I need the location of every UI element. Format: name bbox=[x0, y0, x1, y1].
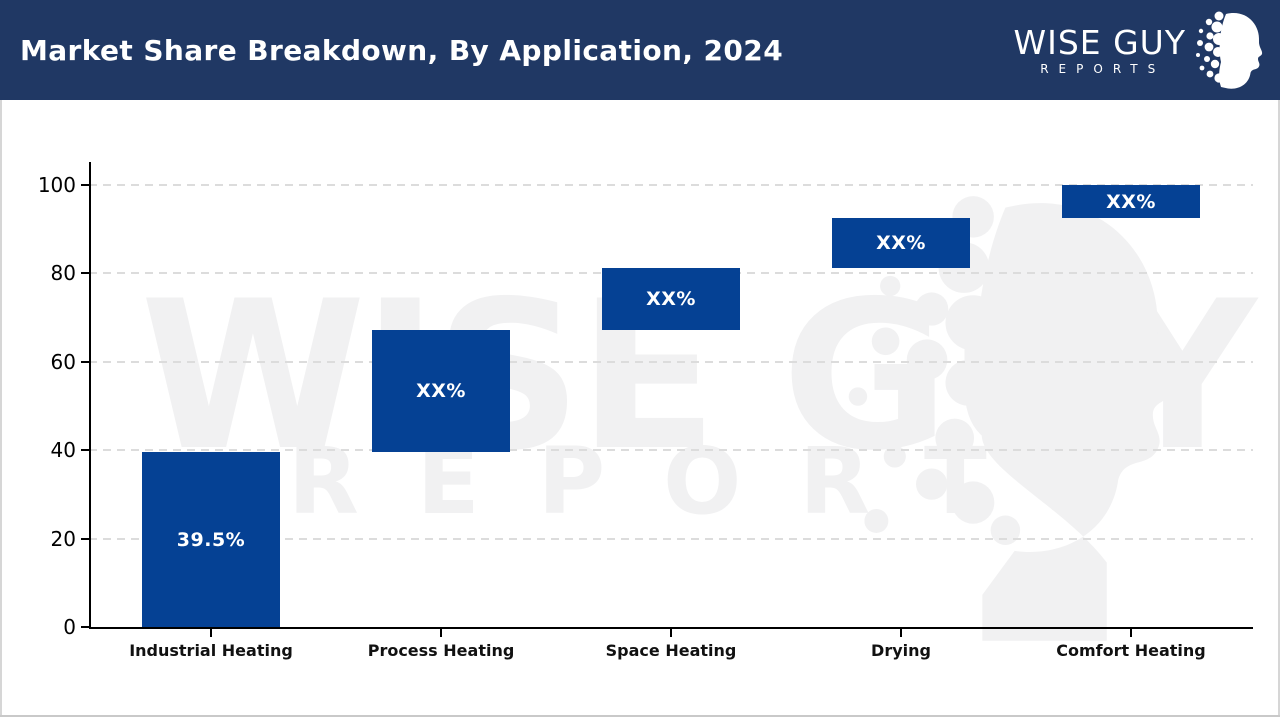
bar-process-heating: XX% bbox=[372, 329, 510, 453]
y-axis-tick-80 bbox=[81, 272, 89, 275]
x-axis-tick-space-heating bbox=[670, 629, 672, 637]
bar-value-label-drying: XX% bbox=[876, 232, 926, 255]
logo-wordmark: WISE GUY bbox=[1013, 22, 1186, 62]
y-axis-tick-label-60: 60 bbox=[50, 349, 76, 374]
bar-drying: XX% bbox=[832, 218, 970, 269]
waterfall-chart: 0 20 40 60 80 100 39.5% Industrial Heating XX% Pr… bbox=[0, 100, 1280, 715]
y-axis-tick-label-80: 80 bbox=[50, 261, 76, 286]
gridline-20 bbox=[89, 537, 1253, 540]
frame-left-border bbox=[0, 100, 2, 717]
frame-right-border bbox=[1278, 100, 1280, 717]
header-bar: Market Share Breakdown, By Application, … bbox=[0, 0, 1280, 100]
y-axis-tick-label-0: 0 bbox=[63, 615, 76, 639]
gridline-60 bbox=[89, 360, 1253, 363]
x-axis-category-label-comfort-heating: Comfort Heating bbox=[1056, 641, 1206, 660]
x-axis-tick-process-heating bbox=[440, 629, 442, 637]
y-axis-tick-label-100: 100 bbox=[37, 173, 76, 197]
wise-guy-reports-logo: WISE GUY REPORTS bbox=[1013, 8, 1280, 92]
logo-subtitle: REPORTS bbox=[1040, 61, 1166, 76]
x-axis-category-label-industrial-heating: Industrial Heating bbox=[129, 641, 293, 660]
y-axis-tick-40 bbox=[81, 449, 89, 452]
x-axis-category-label-drying: Drying bbox=[871, 641, 931, 660]
x-axis-tick-comfort-heating bbox=[1130, 629, 1132, 637]
bar-industrial-heating: 39.5% bbox=[142, 452, 280, 627]
logo-head-icon bbox=[1196, 11, 1263, 89]
y-axis-tick-label-20: 20 bbox=[50, 526, 76, 551]
x-axis-tick-drying bbox=[900, 629, 902, 637]
y-axis-tick-label-40: 40 bbox=[50, 438, 76, 463]
bar-value-label-space-heating: XX% bbox=[646, 287, 696, 310]
gridline-100 bbox=[89, 184, 1253, 186]
x-axis bbox=[89, 627, 1253, 629]
y-axis-tick-100 bbox=[81, 184, 89, 186]
x-axis-category-label-process-heating: Process Heating bbox=[367, 641, 515, 660]
bar-value-label-industrial-heating: 39.5% bbox=[176, 528, 246, 551]
bar-value-label-process-heating: XX% bbox=[416, 379, 466, 402]
bar-comfort-heating: XX% bbox=[1062, 185, 1200, 219]
bar-value-label-comfort-heating: XX% bbox=[1106, 190, 1156, 213]
x-axis-category-label-space-heating: Space Heating bbox=[605, 641, 737, 660]
frame-bottom-border bbox=[0, 715, 1280, 717]
y-axis-tick-20 bbox=[81, 537, 89, 540]
watermark-head-icon bbox=[848, 196, 1172, 641]
y-axis bbox=[89, 162, 91, 629]
y-axis-tick-60 bbox=[81, 360, 89, 363]
logo-text: WISE GUY REPORTS bbox=[1013, 26, 1186, 75]
bar-space-heating: XX% bbox=[602, 268, 740, 330]
gridline-40 bbox=[89, 449, 1253, 452]
page-title: Market Share Breakdown, By Application, … bbox=[20, 33, 784, 67]
x-axis-tick-industrial-heating bbox=[210, 629, 212, 637]
y-axis-tick-0 bbox=[81, 626, 89, 628]
